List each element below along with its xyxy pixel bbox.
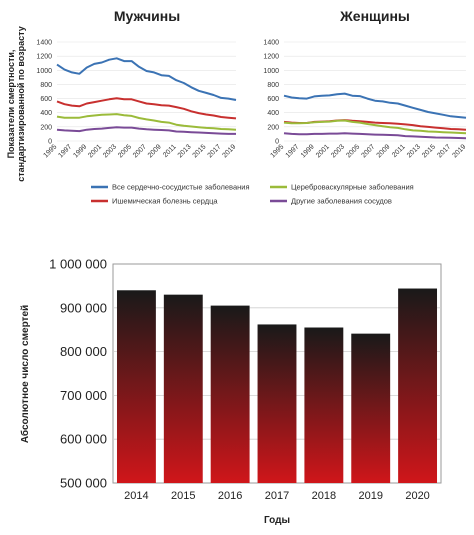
bar-y-tick-label: 800 000: [60, 344, 107, 359]
x-tick-label: 2013: [177, 143, 193, 159]
bar: [351, 333, 391, 483]
x-tick-label: 2003: [330, 143, 346, 159]
y-tick-label: 400: [267, 110, 279, 117]
y-tick-label: 1200: [36, 54, 52, 61]
bar-y-tick-label: 900 000: [60, 300, 107, 315]
y-tick-label: 800: [267, 82, 279, 89]
women-x-ticks: 1995 1997 1999 2001 2003 2005 2007 2009 2011 2013…: [269, 143, 467, 159]
y-tick-label: 0: [275, 139, 279, 146]
series-line: [56, 57, 237, 101]
x-tick-label: 2011: [162, 143, 178, 159]
x-tick-label: 2011: [391, 143, 407, 159]
top-y-axis-label-line: Показатели смертности,: [6, 50, 16, 159]
bar-y-tick-label: 600 000: [60, 432, 107, 447]
line-legend: Все сердечно-сосудистые заболевания Цереб…: [91, 183, 414, 206]
deaths-bar-chart: 500 000 600 000 700 000 800 000 900 000 1 000…: [19, 257, 442, 526]
bar: [304, 327, 344, 483]
x-tick-label: 2005: [117, 143, 133, 159]
bar-x-tick-label: 2019: [358, 490, 382, 502]
bar-y-tick-label: 700 000: [60, 388, 107, 403]
x-tick-label: 2003: [102, 143, 118, 159]
bar-x-tick-label: 2018: [312, 490, 336, 502]
x-tick-label: 1997: [57, 143, 73, 159]
bar-x-axis-label: Годы: [264, 515, 290, 526]
bar-x-ticks: 2014 2015 2016 2017 2018 2019 2020: [124, 490, 430, 502]
x-tick-label: 1995: [269, 143, 285, 159]
bar: [116, 290, 156, 483]
bar-x-tick-label: 2017: [265, 490, 289, 502]
x-tick-label: 2007: [132, 143, 148, 159]
x-tick-label: 2001: [87, 143, 103, 159]
legend-label: Все сердечно-сосудистые заболевания: [112, 183, 250, 192]
x-tick-label: 1999: [72, 143, 88, 159]
legend-label: Ишемическая болезнь сердца: [112, 197, 218, 206]
y-tick-label: 1200: [263, 54, 279, 61]
x-tick-label: 2001: [315, 143, 331, 159]
bar: [257, 324, 297, 483]
legend-label: Цереброваскулярные заболевания: [291, 183, 414, 192]
top-y-axis-label-line: стандартизированной по возрасту: [16, 26, 26, 182]
y-tick-label: 400: [40, 110, 52, 117]
y-tick-label: 0: [48, 139, 52, 146]
x-tick-label: 2019: [451, 143, 467, 159]
bar-y-axis-label: Абсолютное число смертей: [19, 305, 31, 443]
y-tick-label: 600: [267, 96, 279, 103]
x-tick-label: 2013: [406, 143, 422, 159]
x-tick-label: 2015: [421, 143, 437, 159]
series-line: [283, 119, 467, 135]
series-line: [56, 113, 237, 131]
y-tick-label: 1400: [36, 40, 52, 47]
bar: [210, 305, 250, 483]
bar-y-tick-label: 500 000: [60, 476, 107, 491]
y-tick-label: 200: [267, 124, 279, 131]
bar-y-ticks: 500 000 600 000 700 000 800 000 900 000 1 000…: [49, 257, 441, 491]
x-tick-label: 1999: [300, 143, 316, 159]
series-line: [283, 92, 467, 119]
x-tick-label: 2017: [436, 143, 452, 159]
bar-x-tick-label: 2020: [405, 490, 429, 502]
legend-label: Другие заболевания сосудов: [291, 197, 392, 206]
y-tick-label: 600: [40, 96, 52, 103]
y-tick-label: 1400: [263, 40, 279, 47]
x-tick-label: 2015: [192, 143, 208, 159]
women-series-lines: [283, 92, 467, 140]
x-tick-label: 2005: [345, 143, 361, 159]
series-line: [283, 132, 467, 140]
series-line: [56, 126, 236, 135]
x-tick-label: 1997: [285, 143, 301, 159]
bar-y-tick-label: 1 000 000: [49, 257, 107, 272]
x-tick-label: 1995: [42, 143, 58, 159]
women-y-ticks: 0 200 400 600 800 1000 1200 1400: [263, 40, 466, 146]
men-chart-title: Мужчины: [114, 8, 180, 24]
top-y-axis-label: Показатели смертности,стандартизированно…: [6, 26, 26, 182]
x-tick-label: 2009: [376, 143, 392, 159]
bar-x-tick-label: 2016: [218, 490, 242, 502]
bars: [116, 288, 438, 483]
y-tick-label: 1000: [263, 68, 279, 75]
bar-x-tick-label: 2014: [124, 490, 148, 502]
men-y-ticks: 0 200 400 600 800 1000 1200 1400: [36, 40, 236, 146]
x-tick-label: 2019: [221, 143, 237, 159]
y-tick-label: 800: [40, 82, 52, 89]
men-series-lines: [56, 57, 237, 135]
bar: [163, 294, 203, 483]
x-tick-label: 2017: [207, 143, 223, 159]
x-tick-label: 2007: [360, 143, 376, 159]
x-tick-label: 2009: [147, 143, 163, 159]
y-tick-label: 200: [40, 124, 52, 131]
bar-x-tick-label: 2015: [171, 490, 195, 502]
series-line: [56, 97, 237, 120]
women-chart-title: Женщины: [339, 8, 410, 24]
y-tick-label: 1000: [36, 68, 52, 75]
bar: [398, 288, 438, 483]
